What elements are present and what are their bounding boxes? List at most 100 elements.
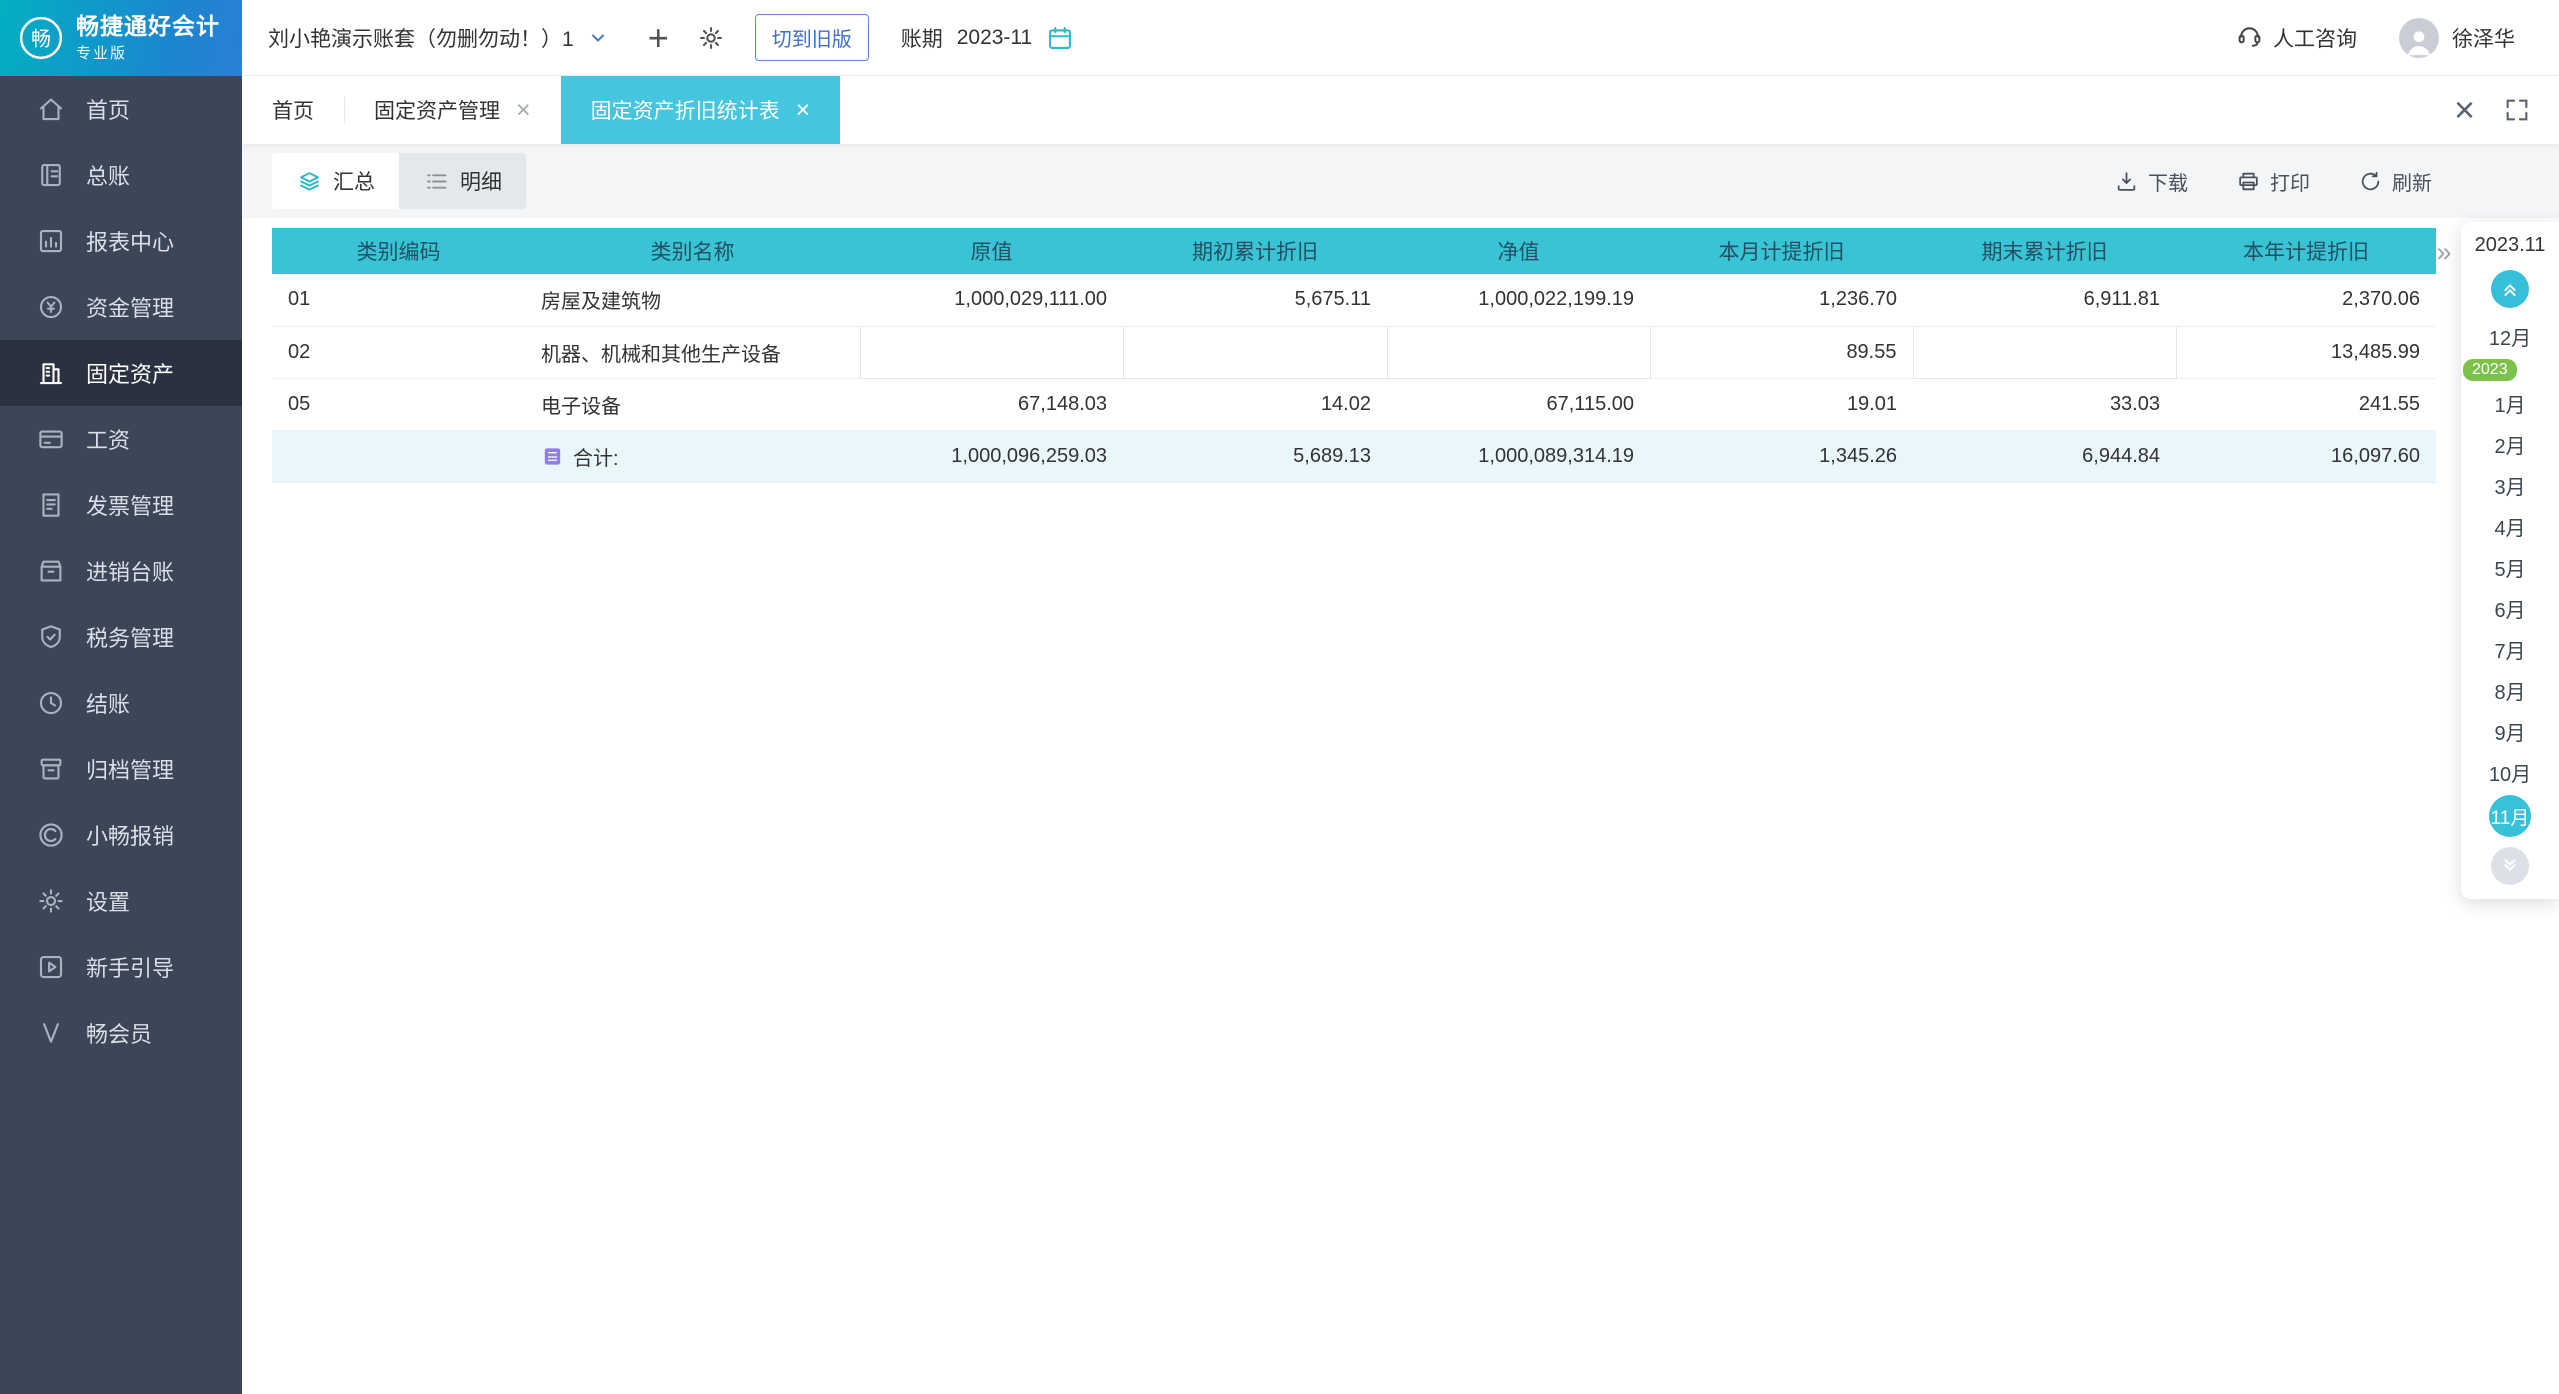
- month-label: 4月: [2494, 518, 2526, 540]
- sidebar-item-fund-management[interactable]: 资金管理: [0, 274, 242, 340]
- close-icon[interactable]: ×: [516, 95, 531, 124]
- month-item-sep[interactable]: 9月: [2461, 711, 2559, 752]
- print-button[interactable]: 打印: [2236, 167, 2310, 196]
- sidebar-item-salary[interactable]: 工资: [0, 406, 242, 472]
- content: 汇总 明细 下载 打印 刷新: [242, 144, 2559, 1394]
- month-label: 8月: [2494, 682, 2526, 704]
- tab-home[interactable]: 首页: [242, 76, 344, 144]
- sidebar-item-report-center[interactable]: 报表中心: [0, 208, 242, 274]
- gear-icon[interactable]: [697, 24, 725, 52]
- table-row[interactable]: 05 电子设备 67,148.03 14.02 67,115.00 19.01 …: [272, 378, 2436, 431]
- month-label: 9月: [2494, 723, 2526, 745]
- support-label: 人工咨询: [2273, 27, 2357, 51]
- cell-value: [859, 325, 1124, 379]
- month-item-may[interactable]: 5月: [2461, 547, 2559, 588]
- table-row[interactable]: 02 机器、机械和其他生产设备 89.55 13,485.99: [272, 325, 2436, 379]
- refresh-button[interactable]: 刷新: [2358, 167, 2432, 196]
- sidebar-item-archive-management[interactable]: 归档管理: [0, 736, 242, 802]
- app-title: 畅捷通好会计: [76, 12, 220, 39]
- cell-value: 1,000,029,111.00: [860, 274, 1123, 327]
- month-item-jun[interactable]: 6月: [2461, 588, 2559, 629]
- svg-text:畅: 畅: [31, 28, 51, 50]
- sidebar-item-tax-management[interactable]: 税务管理: [0, 604, 242, 670]
- salary-icon: [36, 424, 66, 454]
- detail-toggle-button[interactable]: 明细: [399, 153, 526, 209]
- month-item-dec[interactable]: 12月: [2461, 316, 2559, 357]
- logo-block: 畅 畅捷通好会计 专业版: [0, 0, 242, 76]
- cell-value: 14.02: [1123, 378, 1387, 431]
- month-item-aug[interactable]: 8月: [2461, 670, 2559, 711]
- sidebar-item-invoice-management[interactable]: 发票管理: [0, 472, 242, 538]
- month-item-jan[interactable]: 1月: [2461, 383, 2559, 424]
- cell-value: 19.01: [1650, 378, 1913, 431]
- add-account-button[interactable]: +: [647, 16, 669, 58]
- cell-value: 241.55: [2176, 378, 2436, 431]
- sidebar-item-label: 资金管理: [86, 296, 175, 321]
- month-item-oct[interactable]: 10月: [2461, 752, 2559, 793]
- sidebar-item-member[interactable]: 畅会员: [0, 1000, 242, 1066]
- logo-text: 畅捷通好会计 专业版: [76, 13, 220, 63]
- month-item-feb[interactable]: 2月: [2461, 424, 2559, 465]
- guide-icon: [36, 952, 66, 982]
- refresh-label: 刷新: [2392, 172, 2432, 195]
- cell-value: [1122, 325, 1388, 379]
- summary-toggle-button[interactable]: 汇总: [272, 153, 399, 209]
- fullscreen-icon[interactable]: [2503, 96, 2531, 124]
- sidebar-item-reimbursement[interactable]: 小畅报销: [0, 802, 242, 868]
- sidebar-item-closing[interactable]: 结账: [0, 670, 242, 736]
- sidebar-item-fixed-assets[interactable]: 固定资产: [0, 340, 242, 406]
- collapse-panel-handle[interactable]: »: [2436, 236, 2452, 267]
- scroll-up-button[interactable]: [2491, 270, 2529, 308]
- month-label: 11月: [2489, 795, 2531, 837]
- refresh-icon: [2361, 171, 2380, 190]
- table-header-row: 类别编码 类别名称 原值 期初累计折旧 净值 本月计提折旧 期末累计折旧 本年计…: [272, 228, 2436, 274]
- cell-value: 1,000,022,199.19: [1387, 274, 1650, 327]
- account-selector[interactable]: 刘小艳演示账套（勿删勿动！）1: [268, 23, 608, 53]
- sidebar-item-settings[interactable]: 设置: [0, 868, 242, 934]
- month-item-apr[interactable]: 4月: [2461, 506, 2559, 547]
- sidebar-item-inventory-ledger[interactable]: 进销台账: [0, 538, 242, 604]
- sidebar-item-label: 工资: [86, 428, 131, 453]
- total-label: 合计:: [573, 447, 619, 470]
- month-item-mar[interactable]: 3月: [2461, 465, 2559, 506]
- month-item-nov-selected[interactable]: 11月: [2461, 793, 2559, 839]
- cell-value: 1,236.70: [1650, 274, 1913, 327]
- close-all-icon[interactable]: ×: [2453, 89, 2475, 130]
- switch-old-version-button[interactable]: 切到旧版: [754, 14, 869, 61]
- support-link[interactable]: 人工咨询: [2236, 21, 2357, 54]
- tabbar-actions: ×: [2454, 76, 2559, 144]
- user-menu[interactable]: 徐泽华: [2399, 17, 2515, 58]
- closing-icon: [36, 688, 66, 718]
- column-header: 本年计提折旧: [2176, 228, 2436, 274]
- ledger-icon: [36, 160, 66, 190]
- member-icon: [36, 1018, 66, 1048]
- reimburse-icon: [36, 820, 66, 850]
- column-header: 类别名称: [525, 228, 860, 274]
- month-label: 7月: [2494, 641, 2526, 663]
- table-row[interactable]: 01 房屋及建筑物 1,000,029,111.00 5,675.11 1,00…: [272, 274, 2436, 327]
- month-item-jul[interactable]: 7月: [2461, 629, 2559, 670]
- calendar-icon[interactable]: [1046, 24, 1074, 52]
- period-group: 账期 2023-11: [901, 23, 1075, 53]
- sidebar-item-general-ledger[interactable]: 总账: [0, 142, 242, 208]
- print-icon: [2239, 172, 2258, 190]
- cell-total-value: 1,345.26: [1650, 430, 1913, 483]
- cell-total-value: 1,000,096,259.03: [860, 430, 1123, 483]
- tab-fixed-asset-management[interactable]: 固定资产管理 ×: [344, 76, 561, 144]
- cell-total-value: 16,097.60: [2176, 430, 2436, 483]
- cell-value: 6,911.81: [1913, 274, 2176, 327]
- tab-label: 固定资产折旧统计表: [590, 100, 780, 123]
- download-button[interactable]: 下载: [2114, 167, 2188, 196]
- tab-label: 首页: [272, 100, 314, 123]
- depreciation-table: 类别编码 类别名称 原值 期初累计折旧 净值 本月计提折旧 期末累计折旧 本年计…: [272, 228, 2436, 483]
- sidebar-item-beginner-guide[interactable]: 新手引导: [0, 934, 242, 1000]
- scroll-down-button[interactable]: [2491, 847, 2529, 885]
- settings-icon: [36, 886, 66, 916]
- sidebar-item-label: 畅会员: [86, 1022, 153, 1047]
- cell-name: 机器、机械和其他生产设备: [525, 326, 860, 379]
- close-icon[interactable]: ×: [795, 95, 811, 124]
- cell-empty: [272, 430, 525, 483]
- tab-depreciation-report[interactable]: 固定资产折旧统计表 ×: [560, 76, 841, 144]
- sidebar-item-home[interactable]: 首页: [0, 76, 242, 142]
- print-label: 打印: [2270, 172, 2310, 195]
